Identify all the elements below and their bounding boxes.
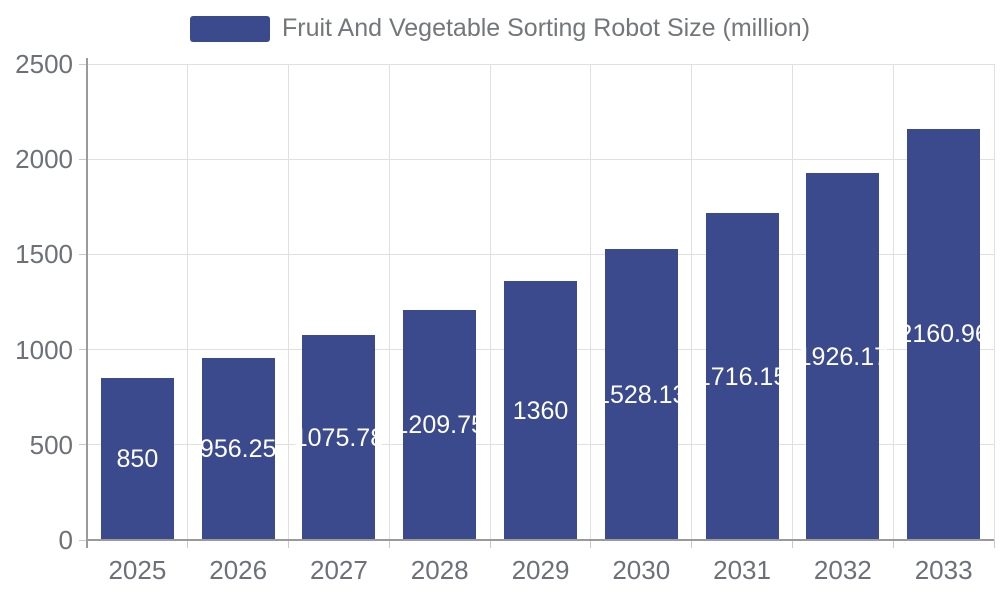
x-axis-tick (691, 540, 693, 548)
legend-label: Fruit And Vegetable Sorting Robot Size (… (281, 14, 811, 42)
vertical-gridline (388, 64, 390, 540)
vertical-gridline (187, 64, 189, 540)
vertical-gridline (993, 64, 995, 540)
x-axis-label: 2026 (209, 555, 268, 585)
y-axis-label: 1000 (15, 334, 73, 365)
y-axis-tick (79, 349, 87, 351)
y-axis-label: 2500 (15, 49, 73, 79)
y-axis-tick (79, 539, 87, 541)
y-axis-tick (79, 253, 87, 255)
x-axis-tick (791, 540, 793, 548)
x-axis-tick (187, 540, 189, 548)
legend-item[interactable]: Fruit And Vegetable Sorting Robot Size (… (0, 14, 1000, 43)
vertical-gridline (791, 64, 793, 540)
y-axis-label: 0 (58, 525, 73, 555)
y-axis-tick (79, 444, 87, 446)
x-axis-tick (892, 540, 894, 548)
x-axis-label: 2032 (813, 555, 872, 585)
x-axis-label: 2025 (108, 555, 167, 585)
bar-value-label: 956.25 (199, 434, 277, 463)
y-axis-label: 2000 (15, 144, 73, 175)
horizontal-gridline (87, 253, 994, 255)
bar-2030[interactable] (604, 249, 678, 540)
bar-2025[interactable] (100, 378, 174, 540)
x-axis-tick (993, 540, 995, 548)
bar-value-label: 1360 (512, 396, 569, 425)
bar-2033[interactable] (907, 128, 981, 540)
x-axis-label: 2031 (713, 555, 771, 585)
vertical-gridline (489, 64, 491, 540)
x-axis-tick (288, 540, 290, 548)
y-axis-label: 1500 (15, 239, 73, 270)
bar-2028[interactable] (403, 309, 477, 540)
bar-value-label: 1926.17 (797, 342, 889, 371)
vertical-gridline (288, 64, 290, 540)
x-axis-tick (590, 540, 592, 548)
x-axis-tick (388, 540, 390, 548)
x-axis-label: 2028 (410, 555, 469, 585)
bar-value-label: 1716.15 (696, 362, 788, 391)
vertical-gridline (590, 64, 592, 540)
bar-2027[interactable] (302, 335, 376, 540)
bar-2032[interactable] (806, 173, 880, 540)
bar-value-label: 1528.13 (596, 380, 687, 409)
legend-swatch (189, 15, 270, 42)
vertical-gridline (892, 64, 894, 540)
x-axis-label: 2030 (612, 555, 671, 585)
bar-value-label: 850 (116, 445, 159, 474)
bar-2026[interactable] (201, 357, 275, 540)
bar-value-label: 1209.75 (394, 410, 485, 439)
bar-2029[interactable] (504, 281, 577, 540)
x-axis-line (87, 539, 994, 541)
x-axis-label: 2033 (914, 555, 973, 585)
bar-2031[interactable] (705, 213, 779, 540)
y-axis-tick (79, 63, 87, 65)
y-axis-label: 500 (29, 429, 73, 460)
vertical-gridline (691, 64, 693, 540)
x-axis-label: 2027 (310, 555, 368, 585)
y-axis-line (86, 58, 88, 548)
x-axis-tick (489, 540, 491, 548)
bar-value-label: 2160.96 (898, 320, 989, 349)
horizontal-gridline (87, 63, 994, 65)
y-axis-tick (79, 158, 87, 160)
horizontal-gridline (87, 158, 994, 160)
x-axis-label: 2029 (511, 555, 570, 585)
bar-value-label: 1075.78 (293, 423, 385, 452)
